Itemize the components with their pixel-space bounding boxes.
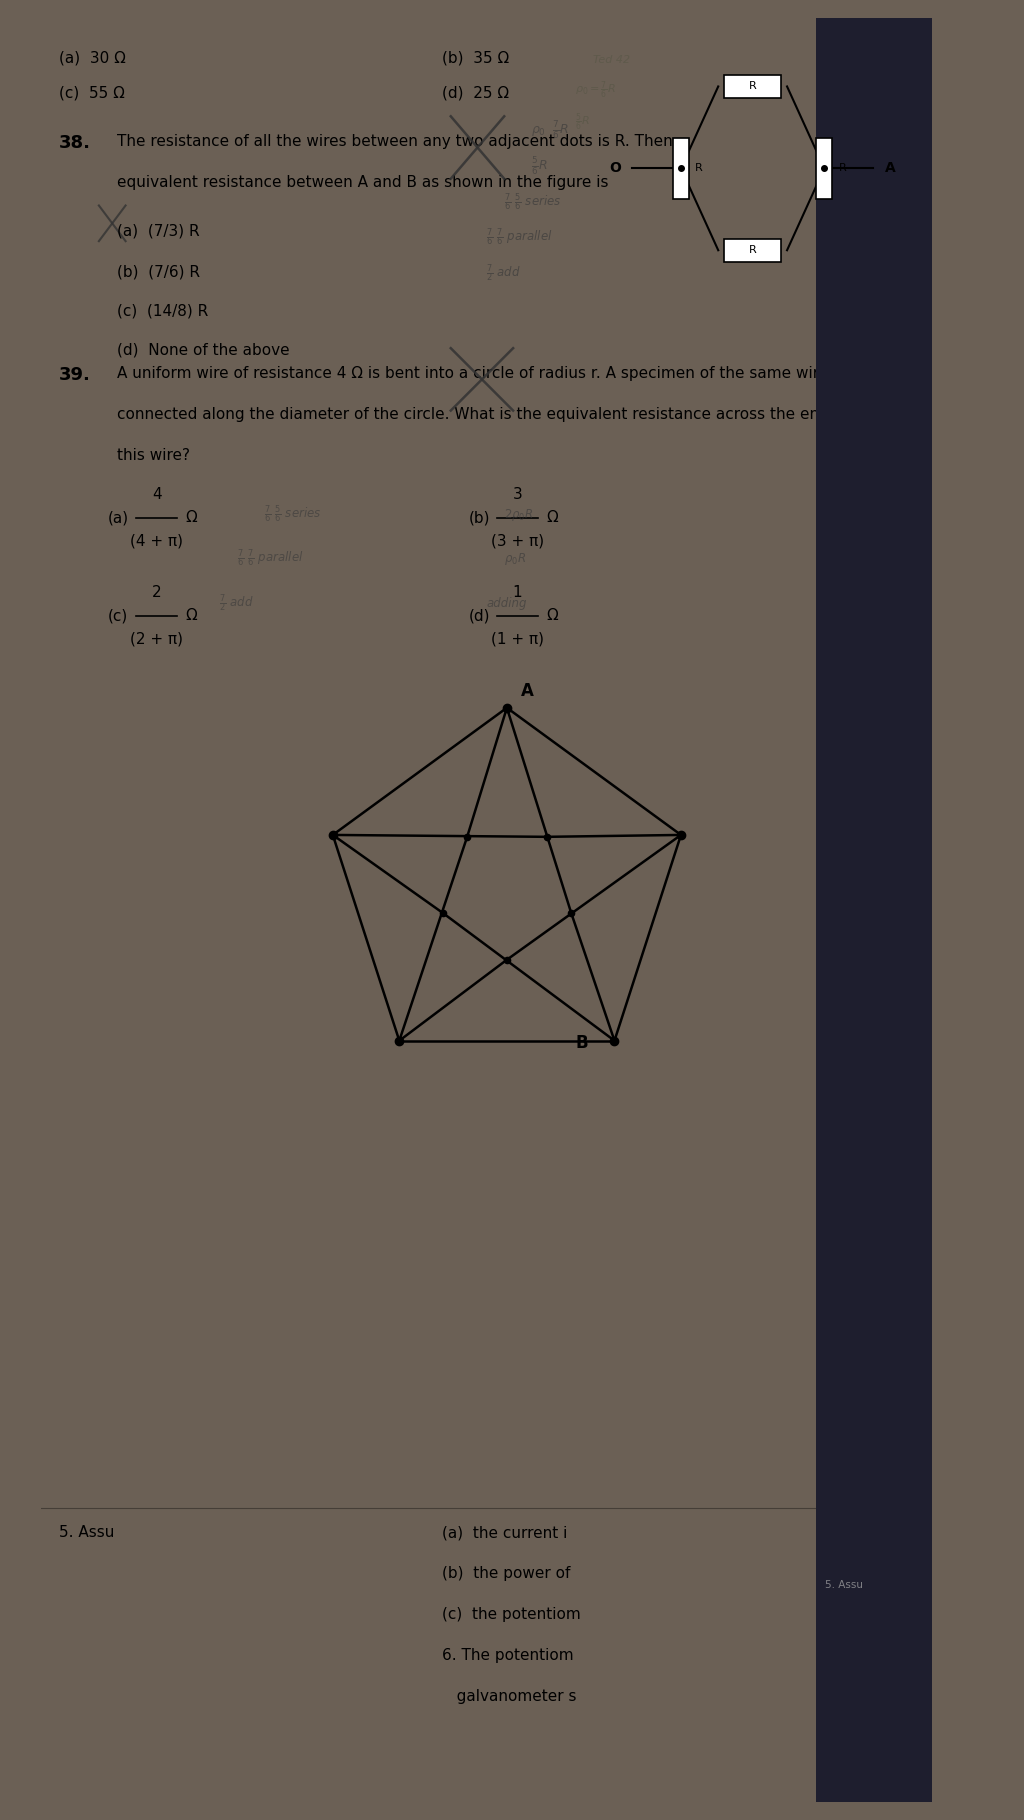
- Text: 5. Assu: 5. Assu: [58, 1525, 114, 1540]
- Text: 4: 4: [152, 488, 162, 502]
- Text: (4 + π): (4 + π): [130, 533, 183, 548]
- Text: $\frac{7}{6}$ $\frac{5}{6}$ series: $\frac{7}{6}$ $\frac{5}{6}$ series: [263, 502, 322, 524]
- Text: (c)  (14/8) R: (c) (14/8) R: [117, 304, 208, 318]
- Text: (1 + π): (1 + π): [492, 632, 544, 646]
- Text: 38.: 38.: [58, 135, 91, 153]
- Text: R: R: [695, 164, 703, 173]
- Text: (d)  None of the above: (d) None of the above: [117, 342, 290, 359]
- Text: (b)  (7/6) R: (b) (7/6) R: [117, 264, 200, 278]
- Text: Ω: Ω: [546, 510, 558, 526]
- Text: adding: adding: [486, 597, 527, 610]
- Bar: [816, 18, 932, 1802]
- Text: Ted 42: Ted 42: [593, 55, 631, 66]
- Text: Ω: Ω: [546, 608, 558, 622]
- Text: $\frac{5}{6}R$: $\frac{5}{6}R$: [530, 155, 548, 177]
- Text: 5. Assu: 5. Assu: [825, 1580, 863, 1589]
- Text: (a): (a): [108, 510, 129, 526]
- Text: O: O: [609, 162, 621, 175]
- FancyBboxPatch shape: [816, 138, 833, 198]
- Text: $\frac{7}{2}$ add: $\frac{7}{2}$ add: [486, 262, 521, 284]
- Text: 39.: 39.: [58, 366, 91, 384]
- Text: connected along the diameter of the circle. What is the equivalent resistance ac: connected along the diameter of the circ…: [117, 408, 856, 422]
- Text: $\frac{7}{6}$ $\frac{7}{6}$ parallel: $\frac{7}{6}$ $\frac{7}{6}$ parallel: [237, 548, 303, 570]
- Text: (a)  (7/3) R: (a) (7/3) R: [117, 224, 200, 238]
- Text: (3 + π): (3 + π): [492, 533, 544, 548]
- Text: $\frac{7}{6}$ $\frac{5}{6}$ series: $\frac{7}{6}$ $\frac{5}{6}$ series: [504, 191, 561, 213]
- Text: (2 + π): (2 + π): [130, 632, 183, 646]
- Text: $\rho_0 R$: $\rho_0 R$: [504, 551, 526, 568]
- Text: $\frac{7}{2}$ add: $\frac{7}{2}$ add: [219, 592, 254, 613]
- FancyBboxPatch shape: [673, 138, 689, 198]
- Text: A: A: [521, 682, 534, 701]
- Text: Ω: Ω: [185, 510, 197, 526]
- Text: (b)  the power of: (b) the power of: [441, 1567, 570, 1582]
- Text: (b): (b): [469, 510, 490, 526]
- Text: (a)  30 Ω: (a) 30 Ω: [58, 51, 126, 66]
- FancyBboxPatch shape: [724, 238, 781, 262]
- FancyBboxPatch shape: [724, 75, 781, 98]
- Text: 2: 2: [152, 584, 162, 601]
- Text: R: R: [839, 164, 847, 173]
- Text: Ω: Ω: [185, 608, 197, 622]
- Text: $\frac{7}{6}$ $\frac{7}{6}$ parallel: $\frac{7}{6}$ $\frac{7}{6}$ parallel: [486, 228, 553, 248]
- Text: A uniform wire of resistance 4 Ω is bent into a circle of radius r. A specimen o: A uniform wire of resistance 4 Ω is bent…: [117, 366, 845, 380]
- Text: (b)  35 Ω: (b) 35 Ω: [441, 51, 509, 66]
- Text: $\frac{5}{6}R$: $\frac{5}{6}R$: [575, 111, 591, 133]
- Text: A: A: [885, 162, 896, 175]
- Text: 3: 3: [513, 488, 522, 502]
- Text: The resistance of all the wires between any two adjacent dots is R. Then,: The resistance of all the wires between …: [117, 135, 677, 149]
- Text: (d): (d): [469, 608, 490, 622]
- Text: $\rho_0 = \frac{7}{6}R$: $\rho_0 = \frac{7}{6}R$: [575, 80, 616, 100]
- Text: equivalent resistance between A and B as shown in the figure is: equivalent resistance between A and B as…: [117, 175, 608, 189]
- Text: $2\rho_0 R$: $2\rho_0 R$: [504, 506, 534, 522]
- Text: 6. The potentiom: 6. The potentiom: [441, 1649, 573, 1663]
- Text: this wire?: this wire?: [117, 448, 189, 462]
- Text: (c): (c): [108, 608, 128, 622]
- Text: R: R: [749, 82, 757, 91]
- Text: (a)  the current i: (a) the current i: [441, 1525, 567, 1540]
- Text: (d)  25 Ω: (d) 25 Ω: [441, 86, 509, 100]
- Text: B: B: [575, 1034, 588, 1052]
- Text: $\rho_0$  $\frac{7}{6}R$: $\rho_0$ $\frac{7}{6}R$: [530, 120, 569, 142]
- Text: (c)  the potentiom: (c) the potentiom: [441, 1607, 581, 1622]
- Text: R: R: [749, 246, 757, 255]
- Text: galvanometer s: galvanometer s: [441, 1689, 577, 1705]
- Text: 1: 1: [513, 584, 522, 601]
- Text: (c)  55 Ω: (c) 55 Ω: [58, 86, 125, 100]
